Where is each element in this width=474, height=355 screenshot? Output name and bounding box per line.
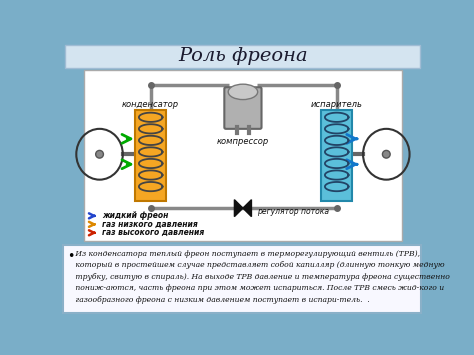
Polygon shape: [235, 200, 243, 217]
Text: Из конденсатора теплый фреон поступает в терморегулирующий вентиль (ТРВ),: Из конденсатора теплый фреон поступает в…: [73, 250, 420, 258]
Circle shape: [96, 151, 103, 158]
Text: газообразного фреона с низким давлением поступает в испари-тель.  .: газообразного фреона с низким давлением …: [73, 296, 370, 304]
FancyBboxPatch shape: [321, 110, 352, 201]
FancyBboxPatch shape: [63, 245, 421, 313]
Text: газ низкого давления: газ низкого давления: [102, 220, 198, 229]
Text: •: •: [67, 250, 74, 263]
Text: который в простейшем случае представляет собой капилляр (длинную тонкую медную: который в простейшем случае представляет…: [73, 261, 445, 269]
Text: жидкий фреон: жидкий фреон: [102, 211, 168, 220]
FancyBboxPatch shape: [65, 45, 420, 68]
Text: пониж-аются, часть фреона при этом может испариться. После ТРВ смесь жид-кого и: пониж-аются, часть фреона при этом может…: [73, 284, 444, 293]
Text: конденсатор: конденсатор: [122, 100, 179, 109]
Text: газ высокого давления: газ высокого давления: [102, 228, 204, 237]
Polygon shape: [243, 200, 251, 217]
Ellipse shape: [228, 84, 258, 100]
FancyBboxPatch shape: [135, 110, 166, 201]
FancyBboxPatch shape: [84, 70, 402, 241]
Text: трубку, свитую в спираль). На выходе ТРВ давление и температура фреона существен: трубку, свитую в спираль). На выходе ТРВ…: [73, 273, 450, 281]
Text: компрессор: компрессор: [217, 137, 269, 146]
Text: регулятор потока: регулятор потока: [257, 207, 329, 216]
Text: Роль фреона: Роль фреона: [178, 48, 308, 65]
Circle shape: [383, 151, 390, 158]
FancyBboxPatch shape: [224, 87, 262, 129]
Text: испаритель: испаритель: [311, 100, 363, 109]
